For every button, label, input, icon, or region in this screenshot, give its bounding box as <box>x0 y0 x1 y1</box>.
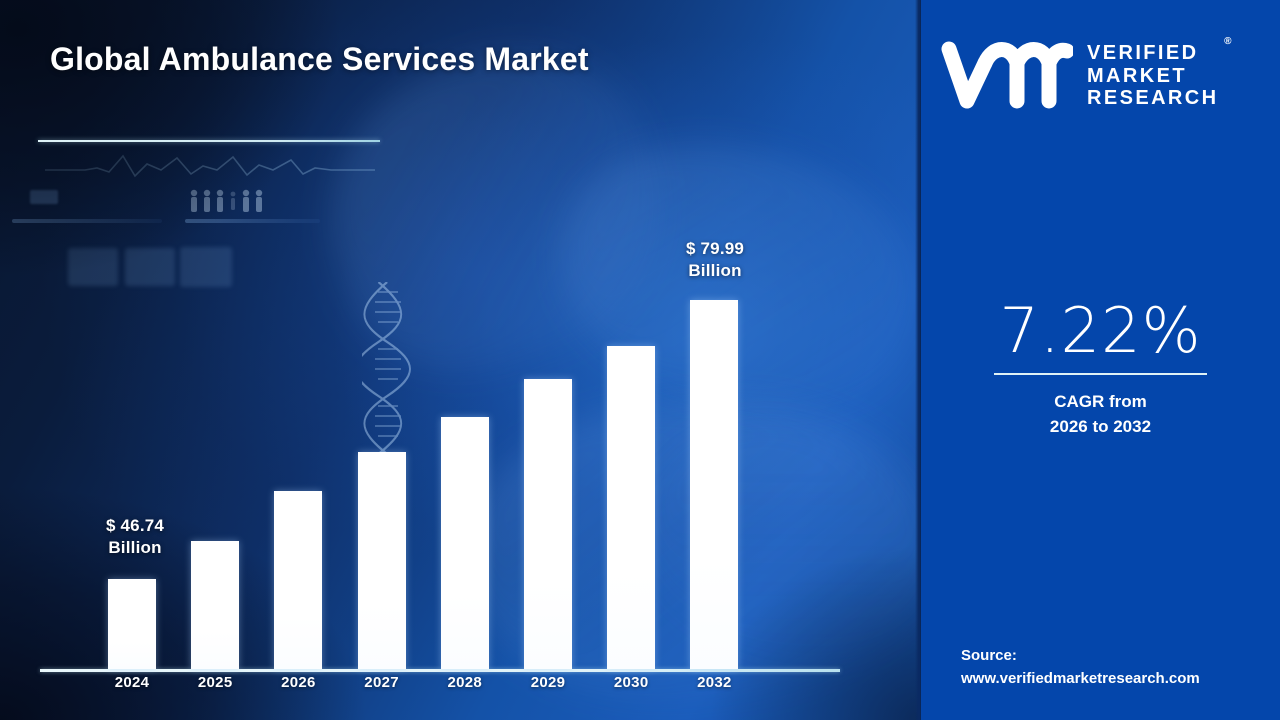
panel-divider <box>915 0 923 720</box>
bar-value-label-first: $ 46.74 Billion <box>105 516 165 557</box>
bar-2029 <box>524 379 572 669</box>
page-title: Global Ambulance Services Market <box>50 41 589 77</box>
bar-2030 <box>607 346 656 669</box>
x-tick-2027: 2027 <box>364 674 399 691</box>
source-label: Source: <box>961 647 1017 664</box>
source-credit: Source: www.verifiedmarketresearch.com <box>961 645 1271 690</box>
brand-wordmark: VERIFIED MARKET RESEARCH ® <box>1087 36 1231 110</box>
x-tick-2032: 2032 <box>697 674 732 691</box>
bar-2024 <box>108 579 156 669</box>
x-tick-2029: 2029 <box>530 674 566 691</box>
x-tick-2026: 2026 <box>281 674 316 691</box>
bar-2028 <box>440 417 489 669</box>
bar-2027 <box>357 452 406 669</box>
source-url[interactable]: www.verifiedmarketresearch.com <box>961 669 1200 687</box>
brand-line-research: RESEARCH <box>1087 87 1219 110</box>
cagr-divider-rule <box>994 373 1207 375</box>
brand-logo[interactable]: VERIFIED MARKET RESEARCH ® <box>941 28 1271 124</box>
cagr-value: 7.22% <box>999 294 1202 367</box>
bar-chart: 2024 2025 2026 2027 2028 2029 2030 2032 $ 46.74… <box>40 239 840 691</box>
brand-line-verified: VERIFIED <box>1087 42 1199 65</box>
chart-panel: Global Ambulance Services Market 2024 202… <box>0 0 920 720</box>
title-underline <box>38 140 380 142</box>
x-tick-2024: 2024 <box>114 674 150 691</box>
bar-2026 <box>274 491 323 669</box>
registered-trademark-icon: ® <box>1224 36 1232 48</box>
x-tick-2028: 2028 <box>447 674 483 691</box>
x-tick-2025: 2025 <box>197 674 233 691</box>
bar-value-label-last: $ 79.99 Billion <box>685 239 745 280</box>
vmr-monogram-logo-icon <box>941 41 1073 109</box>
brand-line-market: MARKET <box>1087 64 1187 87</box>
x-axis-line <box>40 669 840 672</box>
x-tick-2030: 2030 <box>613 674 649 691</box>
bar-2025 <box>191 541 240 669</box>
cagr-caption: CAGR from 2026 to 2032 <box>1049 392 1152 436</box>
bar-2032 <box>690 300 739 669</box>
brand-panel: VERIFIED MARKET RESEARCH ® 7.22% CAGR fr… <box>921 0 1280 720</box>
